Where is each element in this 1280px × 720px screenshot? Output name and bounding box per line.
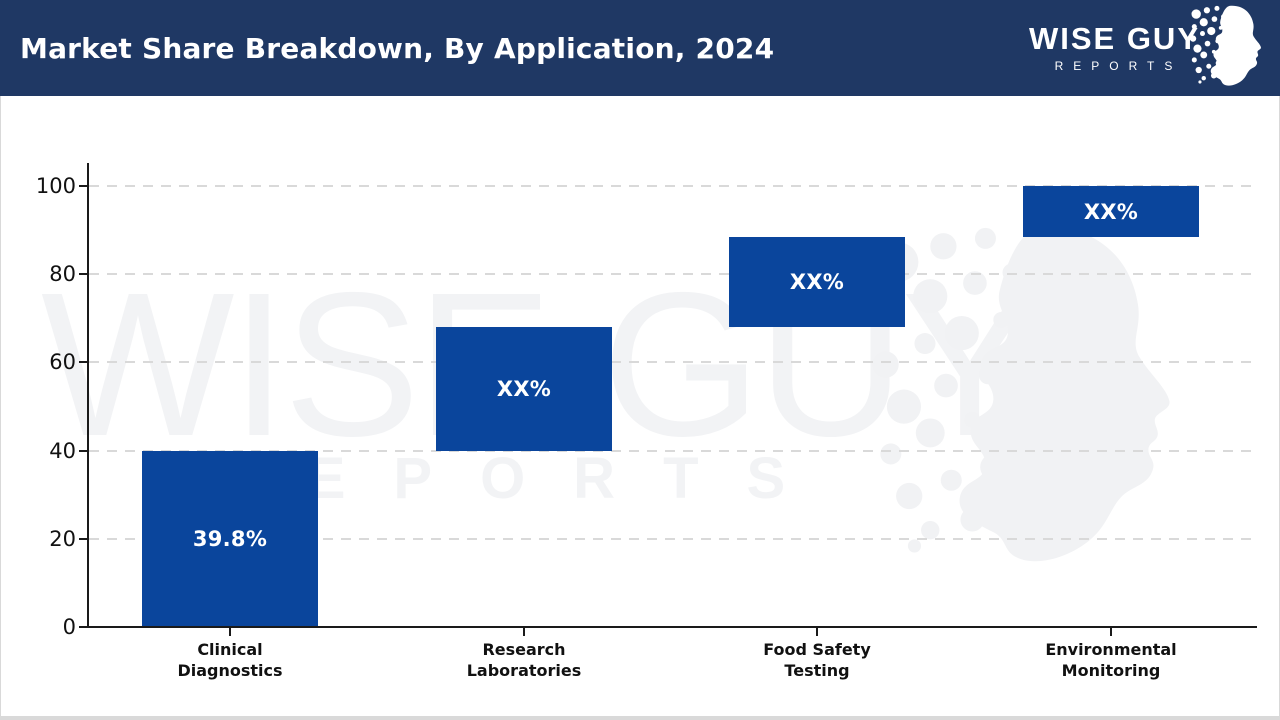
x-tick-2 — [523, 628, 525, 636]
x-tick-label: Research Laboratories — [466, 640, 582, 680]
gridline-20 — [89, 538, 1256, 540]
bottom-border — [0, 716, 1280, 720]
x-tick-label: Environmental Monitoring — [1045, 640, 1177, 680]
gridline-60 — [89, 361, 1256, 363]
bar-value-label: XX% — [1083, 199, 1139, 224]
bar-value-label: XX% — [789, 270, 845, 294]
bar-3: XX% — [729, 237, 905, 327]
logo-text: WISE GUY REPORTS — [1029, 23, 1200, 73]
bar-4: XX% — [1023, 186, 1199, 237]
bar-1: 39.8% — [142, 451, 318, 627]
logo-face-icon — [1186, 4, 1268, 92]
header: Market Share Breakdown, By Application, … — [0, 0, 1280, 96]
x-tick-3 — [816, 628, 818, 636]
y-tick-20 — [79, 538, 88, 540]
y-tick-40 — [79, 450, 88, 452]
x-axis — [87, 626, 1257, 628]
logo-wordmark: WISE GUY — [1028, 21, 1200, 57]
wise-guy-logo: WISE GUY REPORTS — [1029, 4, 1268, 92]
y-tick-label: 20 — [49, 527, 76, 551]
y-tick-label: 40 — [49, 439, 76, 463]
x-tick-1 — [229, 628, 231, 636]
bar-value-label: 39.8% — [192, 527, 268, 551]
bar-value-label: XX% — [496, 377, 552, 401]
gridline-80 — [89, 273, 1256, 275]
y-tick-label: 80 — [49, 262, 76, 286]
y-tick-100 — [79, 185, 88, 187]
logo-subtitle: REPORTS — [1054, 58, 1183, 73]
y-axis — [87, 163, 89, 628]
x-tick-4 — [1110, 628, 1112, 636]
y-tick-label: 60 — [49, 350, 76, 374]
x-tick-label: Clinical Diagnostics — [177, 640, 283, 680]
y-tick-60 — [79, 361, 88, 363]
gridline-40 — [89, 450, 1256, 452]
page-title: Market Share Breakdown, By Application, … — [20, 31, 775, 65]
y-tick-0 — [79, 626, 88, 628]
gridline-100 — [89, 185, 1256, 187]
watermark-face-icon — [865, 220, 1190, 588]
y-tick-80 — [79, 273, 88, 275]
y-tick-label: 0 — [62, 615, 76, 639]
x-tick-label: Food Safety Testing — [763, 640, 871, 680]
bar-2: XX% — [436, 327, 612, 451]
y-tick-label: 100 — [35, 174, 76, 198]
